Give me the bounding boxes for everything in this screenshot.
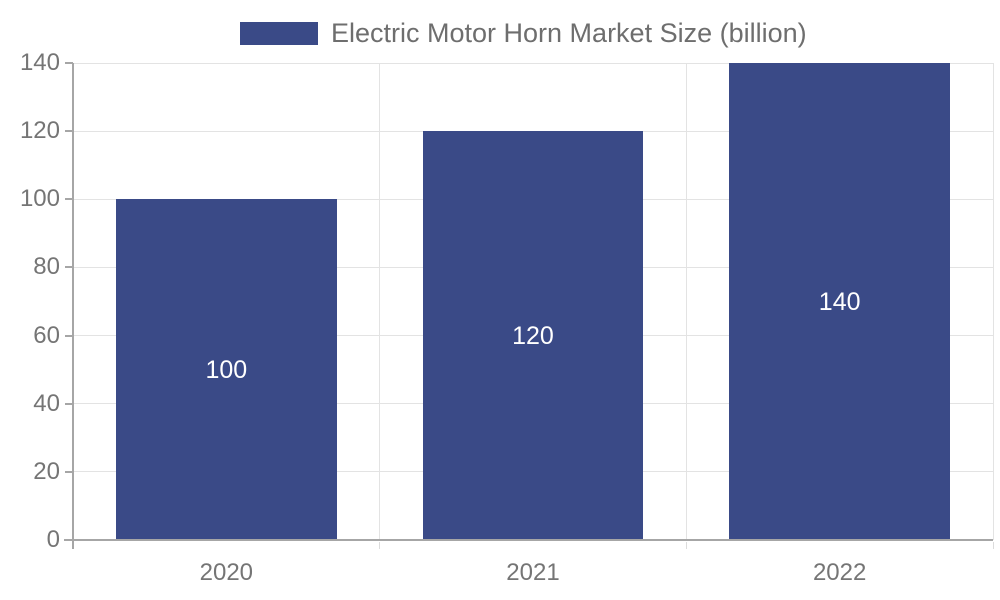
bar-2021 bbox=[422, 131, 644, 540]
x-axis-tick-3 bbox=[992, 542, 994, 549]
y-axis-label-140: 140 bbox=[19, 49, 60, 76]
y-axis-label-40: 40 bbox=[33, 389, 60, 417]
bar-2020 bbox=[115, 199, 337, 540]
x-axis-line bbox=[64, 539, 993, 541]
y-axis-tick-20 bbox=[65, 470, 73, 473]
y-axis-line bbox=[72, 63, 74, 549]
y-axis-label-60: 60 bbox=[33, 321, 60, 349]
legend-label: Electric Motor Horn Market Size (billion… bbox=[331, 18, 807, 48]
y-axis-label-80: 80 bbox=[33, 253, 60, 281]
chart-legend[interactable]: Electric Motor Horn Market Size (billion… bbox=[240, 15, 807, 51]
y-axis-label-0: 0 bbox=[46, 526, 60, 553]
y-axis-tick-140 bbox=[65, 62, 73, 64]
gridline-y-140 bbox=[73, 62, 993, 64]
x-axis-tick-1 bbox=[379, 542, 381, 549]
gridline-x-3 bbox=[992, 63, 994, 540]
legend-swatch bbox=[240, 21, 318, 45]
y-axis-tick-40 bbox=[65, 402, 73, 405]
gridline-x-2 bbox=[685, 63, 687, 540]
gridline-x-1 bbox=[379, 63, 381, 540]
y-axis-label-120: 120 bbox=[19, 117, 60, 145]
bar-value-label-2020: 100 bbox=[205, 355, 248, 384]
y-axis-tick-60 bbox=[65, 334, 73, 337]
bar-value-label-2021: 120 bbox=[512, 321, 554, 350]
y-axis-label-20: 20 bbox=[33, 457, 60, 485]
y-axis-label-100: 100 bbox=[19, 185, 60, 213]
x-axis-label-2022: 2022 bbox=[812, 559, 867, 586]
y-axis-tick-100 bbox=[65, 198, 73, 201]
bar-value-label-2022: 140 bbox=[818, 287, 861, 316]
x-axis-label-2021: 2021 bbox=[506, 559, 560, 586]
x-axis-label-2020: 2020 bbox=[199, 559, 254, 586]
y-axis-tick-80 bbox=[65, 266, 73, 269]
x-axis-tick-2 bbox=[685, 542, 687, 549]
y-axis-tick-120 bbox=[65, 130, 73, 133]
bar-2022 bbox=[729, 63, 951, 540]
